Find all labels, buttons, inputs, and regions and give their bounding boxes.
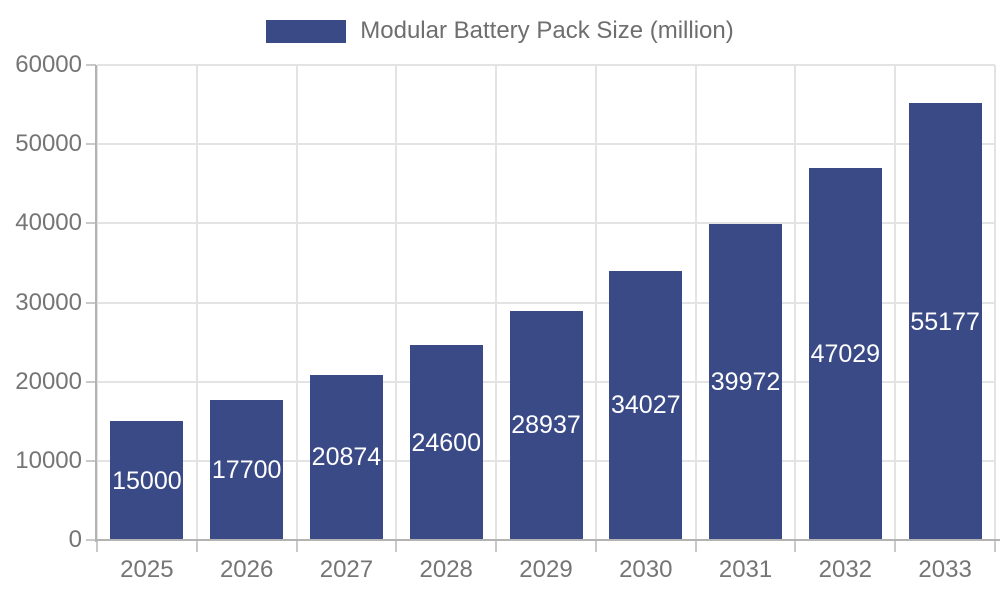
x-axis-tick bbox=[195, 541, 198, 552]
bar[interactable] bbox=[210, 399, 284, 540]
bar-value-label: 24600 bbox=[411, 428, 481, 457]
bar[interactable] bbox=[908, 103, 982, 540]
x-axis-tick bbox=[794, 541, 797, 552]
gridline-horizontal bbox=[97, 143, 995, 146]
y-axis-label: 30000 bbox=[15, 288, 82, 316]
gridline-vertical bbox=[594, 65, 597, 540]
y-axis-line bbox=[95, 65, 97, 542]
bar-value-label: 20874 bbox=[311, 443, 382, 472]
legend: Modular Battery Pack Size (million) bbox=[0, 16, 1000, 46]
bar[interactable] bbox=[309, 374, 383, 540]
x-axis-tick bbox=[994, 541, 996, 552]
y-axis-tick bbox=[86, 301, 96, 304]
y-axis-label: 20000 bbox=[15, 367, 82, 395]
x-axis-label: 2026 bbox=[219, 556, 274, 583]
y-axis-tick bbox=[86, 143, 96, 146]
x-axis-label: 2031 bbox=[718, 556, 773, 583]
gridline-horizontal bbox=[97, 64, 995, 66]
gridline-vertical bbox=[694, 65, 697, 540]
bar-value-label: 15000 bbox=[112, 466, 182, 495]
gridline-vertical bbox=[295, 65, 298, 540]
bar-value-label: 55177 bbox=[910, 307, 980, 336]
y-axis-tick bbox=[86, 459, 96, 462]
x-axis-tick bbox=[894, 541, 897, 552]
legend-item[interactable]: Modular Battery Pack Size (million) bbox=[266, 17, 734, 45]
x-axis-tick bbox=[694, 541, 697, 552]
x-axis-label: 2032 bbox=[818, 556, 873, 583]
x-axis-label: 2030 bbox=[619, 556, 673, 583]
x-axis-tick bbox=[96, 541, 98, 552]
bar-value-label: 34027 bbox=[611, 391, 681, 420]
x-axis-tick bbox=[594, 541, 597, 552]
gridline-vertical bbox=[195, 65, 198, 540]
bar-value-label: 17700 bbox=[211, 455, 282, 484]
y-axis-tick bbox=[86, 539, 96, 541]
y-axis-tick bbox=[86, 64, 96, 66]
bar-value-label: 39972 bbox=[710, 367, 781, 396]
gridline-vertical bbox=[794, 65, 797, 540]
x-axis-label: 2028 bbox=[419, 556, 473, 583]
y-axis-label: 60000 bbox=[15, 51, 82, 78]
gridline-horizontal bbox=[97, 222, 995, 225]
gridline-vertical bbox=[96, 65, 98, 540]
x-axis-label: 2029 bbox=[519, 556, 573, 583]
y-axis-label: 40000 bbox=[15, 209, 82, 237]
bar[interactable] bbox=[808, 167, 882, 540]
legend-swatch-icon bbox=[266, 19, 347, 43]
x-axis-tick bbox=[495, 541, 498, 552]
y-axis-label: 50000 bbox=[15, 130, 82, 158]
x-axis-label: 2025 bbox=[120, 556, 174, 583]
bar-value-label: 47029 bbox=[810, 339, 881, 368]
y-axis-label: 0 bbox=[68, 526, 82, 553]
bar[interactable] bbox=[609, 270, 683, 540]
x-axis-label: 2027 bbox=[319, 556, 374, 583]
x-axis-tick bbox=[395, 541, 398, 552]
bar[interactable] bbox=[709, 223, 783, 540]
gridline-vertical bbox=[994, 65, 996, 540]
bar-value-label: 28937 bbox=[511, 411, 581, 440]
bar[interactable] bbox=[409, 345, 483, 540]
gridline-horizontal bbox=[97, 301, 995, 304]
legend-label: Modular Battery Pack Size (million) bbox=[360, 17, 734, 44]
x-axis-tick bbox=[295, 541, 298, 552]
y-axis-label: 10000 bbox=[15, 446, 82, 474]
x-axis-label: 2033 bbox=[918, 556, 972, 583]
y-axis-tick bbox=[86, 222, 96, 225]
bar[interactable] bbox=[110, 421, 184, 540]
y-axis-tick bbox=[86, 380, 96, 383]
x-axis-line bbox=[95, 539, 1000, 541]
gridline-vertical bbox=[495, 65, 498, 540]
bar[interactable] bbox=[509, 310, 583, 540]
gridline-vertical bbox=[395, 65, 398, 540]
gridline-vertical bbox=[894, 65, 897, 540]
